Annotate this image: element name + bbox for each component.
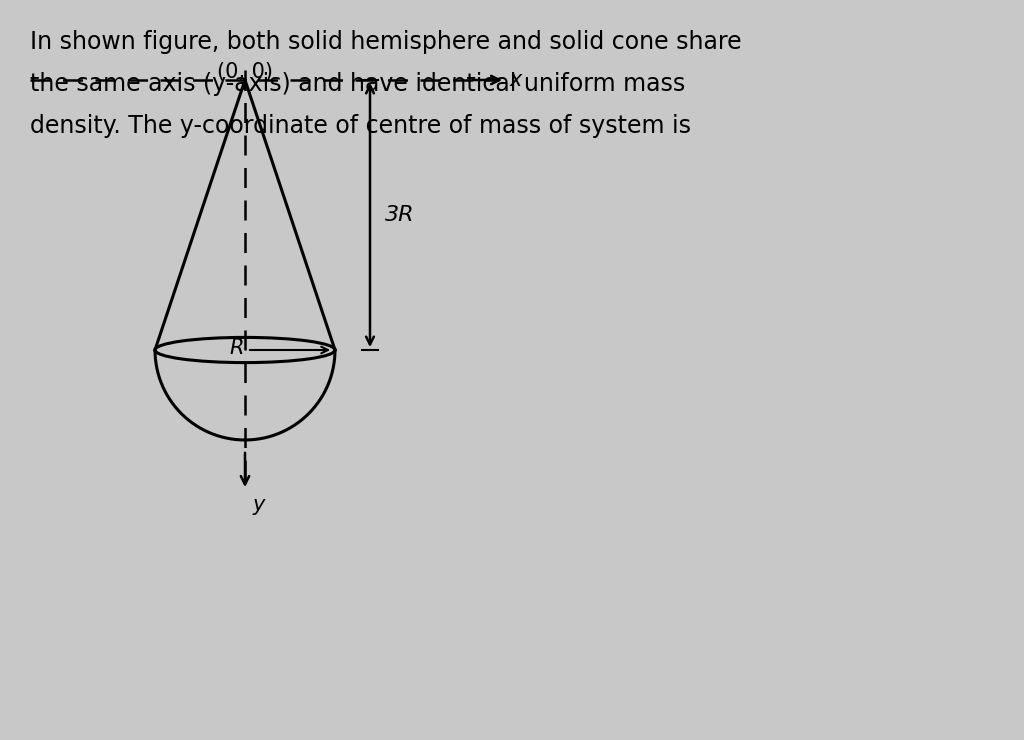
Text: the same axis (y-axis) and have identical uniform mass: the same axis (y-axis) and have identica… (30, 72, 685, 96)
Text: In shown figure, both solid hemisphere and solid cone share: In shown figure, both solid hemisphere a… (30, 30, 741, 54)
Text: 3R: 3R (385, 205, 415, 225)
Text: R: R (229, 338, 245, 358)
Text: (0, 0): (0, 0) (217, 62, 273, 82)
Text: density. The y-coordinate of centre of mass of system is: density. The y-coordinate of centre of m… (30, 114, 691, 138)
Text: x: x (510, 70, 522, 90)
Text: y: y (253, 495, 265, 515)
